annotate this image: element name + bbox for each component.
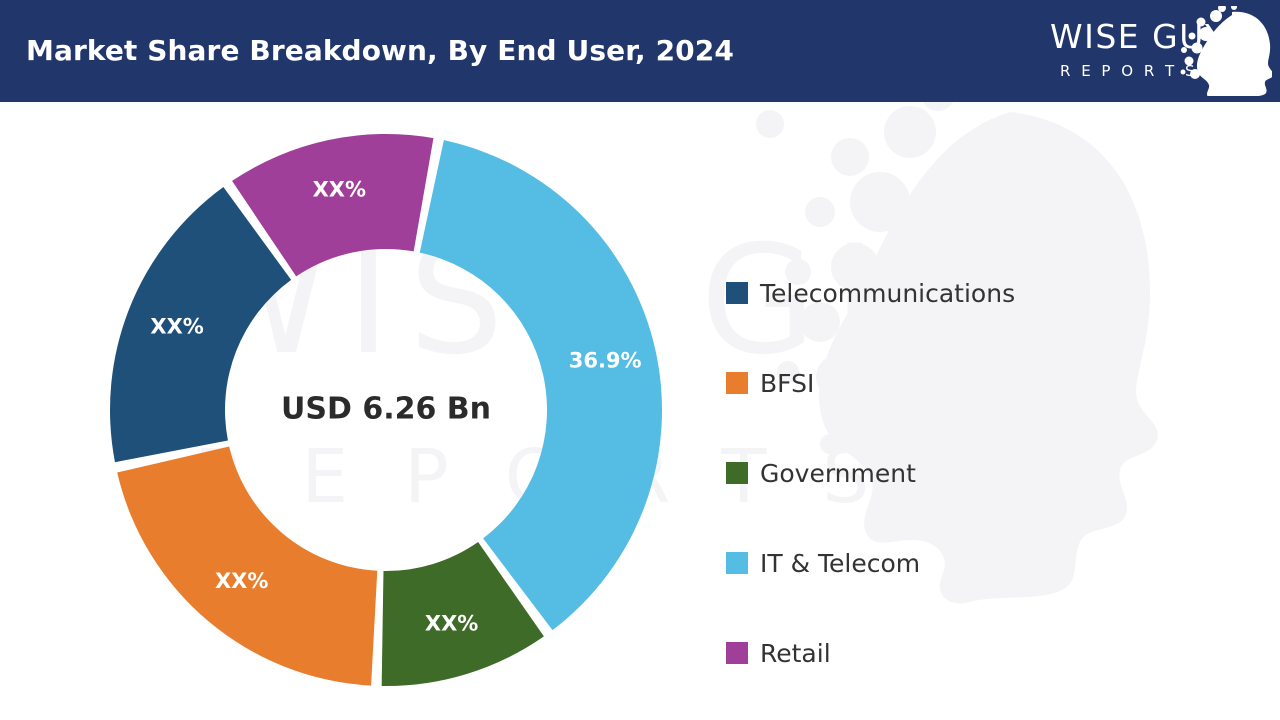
donut-slice-it-telecom[interactable]	[419, 140, 662, 631]
slice-data-label: XX%	[215, 569, 268, 593]
donut-chart: 36.9% XX% XX% XX% XX% USD 6.26 Bn	[94, 118, 678, 702]
legend-item-label: BFSI	[760, 368, 815, 398]
legend-color-swatch	[726, 462, 748, 484]
donut-slice-bfsi[interactable]	[117, 446, 378, 686]
legend-item[interactable]: Telecommunications	[726, 248, 1146, 338]
donut-slice-government[interactable]	[381, 542, 544, 686]
legend-item[interactable]: IT & Telecom	[726, 518, 1146, 608]
donut-slice-retail[interactable]	[232, 134, 434, 277]
donut-center-label: USD 6.26 Bn	[281, 392, 491, 427]
slice-data-label: XX%	[425, 612, 478, 636]
chart-legend: Telecommunications BFSI Government IT & Tel…	[726, 248, 1146, 698]
slice-data-label: 36.9%	[569, 348, 642, 372]
page-title: Market Share Breakdown, By End User, 202…	[26, 34, 734, 67]
legend-color-swatch	[726, 552, 748, 574]
svg-text:R E P O R T S: R E P O R T S	[1060, 62, 1197, 80]
slice-data-label: XX%	[150, 315, 203, 339]
wise-guy-reports-logo: WISE GUY R E P O R T S	[1046, 6, 1272, 96]
legend-item[interactable]: BFSI	[726, 338, 1146, 428]
legend-color-swatch	[726, 642, 748, 664]
legend-item[interactable]: Government	[726, 428, 1146, 518]
legend-color-swatch	[726, 372, 748, 394]
legend-item-label: Government	[760, 458, 916, 488]
legend-color-swatch	[726, 282, 748, 304]
donut-slice-telecommunications[interactable]	[110, 186, 292, 463]
header-bar: Market Share Breakdown, By End User, 202…	[0, 0, 1280, 102]
legend-item[interactable]: Retail	[726, 608, 1146, 698]
legend-item-label: IT & Telecom	[760, 548, 921, 578]
legend-item-label: Retail	[760, 638, 831, 668]
slice-data-label: XX%	[313, 177, 366, 201]
legend-item-label: Telecommunications	[760, 278, 1016, 308]
